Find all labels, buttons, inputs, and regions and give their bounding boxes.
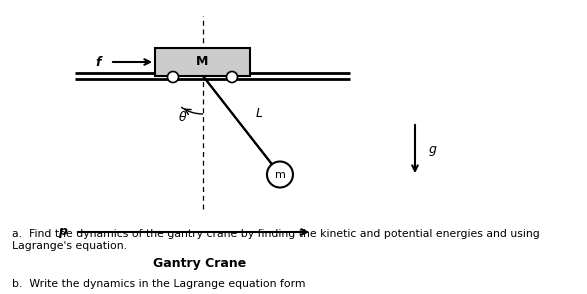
Text: Gantry Crane: Gantry Crane: [153, 258, 247, 270]
Text: M: M: [196, 56, 209, 69]
Text: b.  Write the dynamics in the Lagrange equation form: b. Write the dynamics in the Lagrange eq…: [12, 279, 305, 289]
Text: f: f: [95, 56, 101, 69]
Text: m: m: [275, 170, 285, 180]
Text: a.  Find the dynamics of the gantry crane by finding the kinetic and potential e: a. Find the dynamics of the gantry crane…: [12, 229, 539, 251]
Text: L: L: [256, 107, 263, 120]
Text: p: p: [59, 225, 68, 238]
Text: θ: θ: [179, 111, 187, 124]
Circle shape: [167, 71, 178, 83]
Text: g: g: [429, 143, 437, 156]
Bar: [155, 48, 250, 76]
Circle shape: [227, 71, 238, 83]
Circle shape: [267, 161, 293, 188]
